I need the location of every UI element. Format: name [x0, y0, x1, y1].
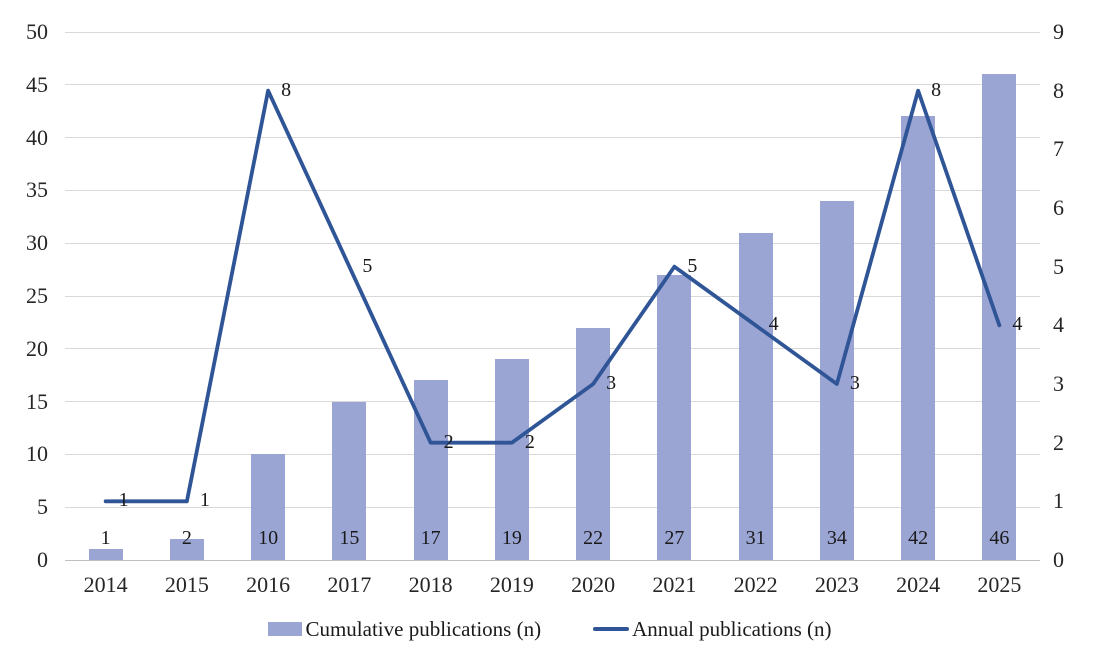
right-axis-tick-label: 0 — [1053, 547, 1064, 572]
line-data-label: 4 — [1012, 313, 1023, 336]
left-axis-tick-label: 5 — [37, 494, 48, 520]
bar-data-label: 15 — [339, 527, 360, 549]
gridline — [65, 137, 1040, 139]
right-axis-tick-label: 5 — [1053, 253, 1064, 279]
bar-data-label: 42 — [908, 527, 929, 549]
gridline — [65, 401, 1040, 403]
right-axis-tick-label: 9 — [1053, 19, 1064, 44]
line-data-label: 3 — [849, 372, 860, 394]
gridline — [65, 348, 1040, 350]
line-data-label: 5 — [362, 254, 373, 277]
line-data-label: 1 — [118, 489, 129, 512]
line-data-label: 4 — [768, 313, 779, 336]
left-axis-tick-label: 10 — [26, 441, 48, 467]
bar-data-label: 2 — [181, 527, 192, 549]
chart-legend: Cumulative publications (n) Annual publi… — [0, 612, 1100, 646]
left-axis-tick-label: 30 — [26, 230, 48, 256]
bar-data-label: 27 — [664, 527, 685, 549]
left-axis-tick-label: 0 — [37, 547, 48, 572]
x-axis-line — [65, 559, 1040, 561]
x-axis-category-label: 2014 — [83, 572, 128, 597]
line-data-label: 3 — [606, 372, 617, 394]
cumulative-bar — [657, 274, 692, 560]
x-axis-category-label: 2020 — [571, 572, 616, 597]
left-axis-tick-label: 45 — [26, 71, 48, 97]
right-axis-tick-label: 2 — [1053, 429, 1064, 455]
cumulative-bar — [982, 74, 1017, 560]
legend-label-cumulative: Cumulative publications (n) — [305, 616, 542, 641]
gridline — [65, 453, 1040, 455]
line-data-label: 2 — [443, 430, 454, 453]
bar-data-label: 34 — [826, 527, 847, 549]
right-axis-tick-label: 6 — [1053, 195, 1064, 220]
line-data-label: 5 — [687, 254, 698, 277]
left-axis-tick-label: 40 — [26, 124, 48, 150]
gridline — [65, 242, 1040, 244]
x-axis-category-label: 2024 — [896, 572, 941, 597]
legend-item-cumulative: Cumulative publications (n) — [268, 617, 541, 642]
x-axis-category-label: 2018 — [408, 572, 453, 597]
cumulative-bar — [88, 549, 123, 560]
legend-line-swatch-icon — [593, 627, 630, 631]
x-axis-category-label: 2017 — [327, 572, 372, 597]
gridline — [65, 295, 1040, 297]
right-axis-tick-label: 3 — [1053, 371, 1064, 396]
left-axis-tick-label: 20 — [26, 335, 48, 361]
bar-data-label: 19 — [501, 527, 522, 549]
gridline — [65, 31, 1040, 33]
x-axis-category-label: 2016 — [246, 572, 291, 597]
left-axis-tick-label: 35 — [26, 177, 48, 203]
line-data-label: 2 — [524, 430, 535, 453]
line-data-label: 8 — [281, 78, 292, 101]
right-axis-tick-label: 1 — [1053, 488, 1064, 514]
gridline — [65, 506, 1040, 508]
gridline — [65, 189, 1040, 191]
bar-data-label: 22 — [583, 527, 604, 549]
cumulative-bar — [819, 200, 854, 560]
legend-item-annual: Annual publications (n) — [593, 616, 832, 642]
right-axis-tick-label: 8 — [1053, 77, 1064, 103]
legend-bar-swatch-icon — [268, 622, 303, 636]
line-data-label: 1 — [199, 489, 210, 512]
x-axis-category-label: 2021 — [652, 572, 697, 597]
x-axis-category-label: 2019 — [489, 572, 534, 597]
bar-data-label: 10 — [258, 527, 279, 549]
right-axis-tick-label: 7 — [1053, 136, 1064, 162]
legend-label-annual: Annual publications (n) — [632, 616, 832, 641]
bar-data-label: 31 — [745, 527, 766, 549]
left-axis-tick-label: 25 — [26, 283, 48, 308]
x-axis-category-label: 2023 — [814, 572, 859, 597]
bar-data-label: 1 — [100, 527, 111, 549]
x-axis-category-label: 2022 — [733, 572, 778, 597]
cumulative-bar — [169, 538, 204, 560]
right-axis-tick-label: 4 — [1053, 312, 1064, 338]
line-data-label: 8 — [931, 78, 942, 101]
x-axis-category-label: 2015 — [164, 572, 209, 597]
cumulative-bar — [738, 232, 773, 560]
left-axis-tick-label: 15 — [26, 388, 48, 414]
cumulative-bar — [901, 116, 936, 560]
bar-data-label: 17 — [420, 527, 441, 549]
bar-data-label: 46 — [989, 527, 1010, 549]
left-axis-tick-label: 50 — [26, 19, 48, 44]
gridline — [65, 84, 1040, 86]
x-axis-category-label: 2025 — [977, 572, 1022, 597]
